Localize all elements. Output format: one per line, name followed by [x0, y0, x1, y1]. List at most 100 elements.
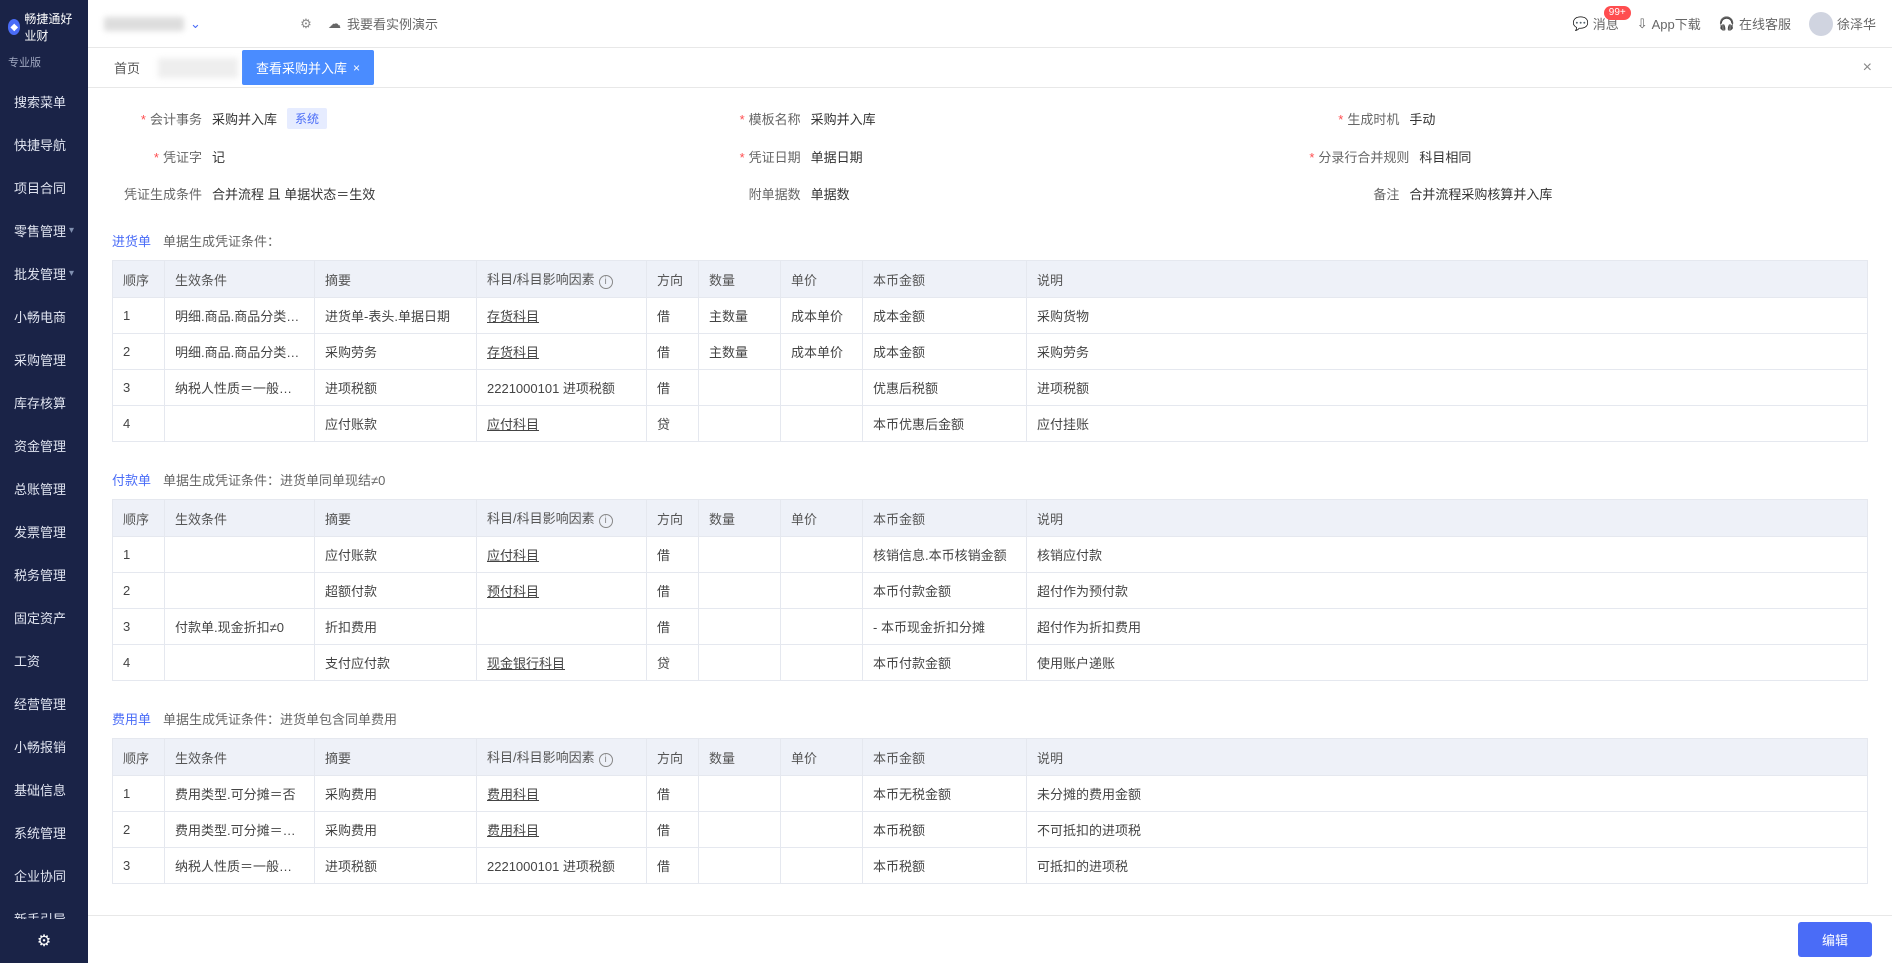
- tab-home[interactable]: 首页: [100, 50, 154, 85]
- table-cell: [781, 609, 863, 645]
- table-cell: 明细.商品.商品分类＝货物: [165, 298, 315, 334]
- sidebar-item[interactable]: 企业协同: [0, 854, 88, 897]
- table-header: 科目/科目影响因素i: [477, 739, 647, 776]
- table-cell: 1: [113, 537, 165, 573]
- table-cell: [699, 609, 781, 645]
- table-cell: [781, 406, 863, 442]
- field-template-value: 采购并入库: [811, 109, 876, 128]
- sidebar-item[interactable]: 搜索菜单: [0, 80, 88, 123]
- table-cell: [699, 848, 781, 884]
- sidebar-item[interactable]: 固定资产: [0, 596, 88, 639]
- subject-link[interactable]: 现金银行科目: [487, 656, 565, 671]
- info-icon[interactable]: i: [599, 753, 613, 767]
- table-cell: 超付作为预付款: [1027, 573, 1868, 609]
- subject-link[interactable]: 费用科目: [487, 787, 539, 802]
- sidebar-item[interactable]: 系统管理: [0, 811, 88, 854]
- table-cell: 核销应付款: [1027, 537, 1868, 573]
- table-cell: 借: [647, 334, 699, 370]
- messages-button[interactable]: 💬 消息 99+: [1573, 14, 1619, 33]
- sidebar-item[interactable]: 库存核算: [0, 381, 88, 424]
- table-row: 2超额付款预付科目借本币付款金额超付作为预付款: [113, 573, 1868, 609]
- table-header: 说明: [1027, 500, 1868, 537]
- table-cell: 未分摊的费用金额: [1027, 776, 1868, 812]
- sidebar-item[interactable]: 新手引导: [0, 897, 88, 919]
- field-billcount-value: 单据数: [811, 184, 850, 203]
- settings-gear-icon[interactable]: ⚙: [296, 14, 316, 34]
- sidebar-item-label: 工资: [14, 651, 40, 670]
- sidebar-item[interactable]: 总账管理: [0, 467, 88, 510]
- subject-link[interactable]: 应付科目: [487, 417, 539, 432]
- table-header: 方向: [647, 500, 699, 537]
- sidebar-item[interactable]: 工资: [0, 639, 88, 682]
- sidebar-item[interactable]: 项目合同: [0, 166, 88, 209]
- table-cell: 进项税额: [1027, 370, 1868, 406]
- edit-button[interactable]: 编辑: [1798, 922, 1872, 957]
- field-mergerule-value: 科目相同: [1419, 147, 1471, 166]
- online-service-label: 在线客服: [1739, 14, 1791, 33]
- info-icon[interactable]: i: [599, 275, 613, 289]
- sidebar-item[interactable]: 小畅报销: [0, 725, 88, 768]
- tab-hidden[interactable]: [158, 58, 238, 78]
- table-cell: 本币付款金额: [863, 573, 1027, 609]
- tab-close-icon[interactable]: ×: [353, 61, 360, 75]
- sidebar-item[interactable]: 资金管理: [0, 424, 88, 467]
- table-cell: [699, 776, 781, 812]
- subject-link[interactable]: 存货科目: [487, 345, 539, 360]
- sidebar-item-label: 固定资产: [14, 608, 66, 627]
- table-cell: 本币付款金额: [863, 645, 1027, 681]
- sidebar-item[interactable]: 经营管理: [0, 682, 88, 725]
- table-cell: 2221000101 进项税额: [477, 370, 647, 406]
- table-header: 数量: [699, 500, 781, 537]
- brand-logo-icon: ◆: [8, 19, 20, 35]
- table-cell: 费用类型.可分摊＝否: [165, 776, 315, 812]
- tab-active[interactable]: 查看采购并入库 ×: [242, 50, 374, 85]
- sidebar-settings-icon[interactable]: ⚙: [0, 919, 88, 963]
- field-voucherword-value: 记: [212, 147, 225, 166]
- subject-link[interactable]: 预付科目: [487, 584, 539, 599]
- sidebar-item[interactable]: 批发管理▾: [0, 252, 88, 295]
- demo-link[interactable]: ☁ 我要看实例演示: [328, 14, 438, 33]
- table-cell: 成本金额: [863, 334, 1027, 370]
- subject-link[interactable]: 存货科目: [487, 309, 539, 324]
- messages-badge: 99+: [1604, 6, 1631, 20]
- table-header: 生效条件: [165, 739, 315, 776]
- table-cell: 费用科目: [477, 776, 647, 812]
- table-cell: 采购货物: [1027, 298, 1868, 334]
- sidebar-item[interactable]: 零售管理▾: [0, 209, 88, 252]
- sidebar-item-label: 搜索菜单: [14, 92, 66, 111]
- section-title: 费用单: [112, 709, 151, 728]
- demo-link-label: 我要看实例演示: [347, 14, 438, 33]
- sidebar-item[interactable]: 基础信息: [0, 768, 88, 811]
- table-header: 科目/科目影响因素i: [477, 261, 647, 298]
- org-selector[interactable]: ⌄: [104, 16, 284, 32]
- table-cell: 3: [113, 848, 165, 884]
- table-cell: 本币税额: [863, 848, 1027, 884]
- table-cell: 预付科目: [477, 573, 647, 609]
- table-row: 2明细.商品.商品分类＝劳务采购劳务存货科目借主数量成本单价成本金额采购劳务: [113, 334, 1868, 370]
- table-header: 顺序: [113, 500, 165, 537]
- online-service-button[interactable]: 🎧 在线客服: [1719, 14, 1791, 33]
- sidebar-item[interactable]: 小畅电商: [0, 295, 88, 338]
- subject-link[interactable]: 费用科目: [487, 823, 539, 838]
- table-cell: 费用科目: [477, 812, 647, 848]
- app-download-button[interactable]: ⇩ App下载: [1637, 14, 1701, 33]
- sidebar-item-label: 基础信息: [14, 780, 66, 799]
- table-cell: 采购费用: [315, 776, 477, 812]
- table-cell: 应付账款: [315, 537, 477, 573]
- sidebar-item[interactable]: 采购管理: [0, 338, 88, 381]
- close-all-tabs-icon[interactable]: ×: [1855, 55, 1880, 81]
- table-cell: 2: [113, 812, 165, 848]
- table-cell: 超额付款: [315, 573, 477, 609]
- subject-link[interactable]: 应付科目: [487, 548, 539, 563]
- edit-button-label: 编辑: [1822, 933, 1848, 948]
- main: ⌄ ⚙ ☁ 我要看实例演示 💬 消息 99+ ⇩ App下载: [88, 0, 1892, 963]
- table-cell: 3: [113, 370, 165, 406]
- sidebar-item[interactable]: 税务管理: [0, 553, 88, 596]
- sidebar-item[interactable]: 发票管理: [0, 510, 88, 553]
- sidebar-brand: ◆ 畅捷通好业财: [0, 0, 88, 54]
- info-icon[interactable]: i: [599, 514, 613, 528]
- user-menu[interactable]: 徐泽华: [1809, 12, 1876, 36]
- user-name: 徐泽华: [1837, 14, 1876, 33]
- table-row: 3纳税人性质＝一般纳税人 且 (进项税额2221000101 进项税额借本币税额…: [113, 848, 1868, 884]
- sidebar-item[interactable]: 快捷导航: [0, 123, 88, 166]
